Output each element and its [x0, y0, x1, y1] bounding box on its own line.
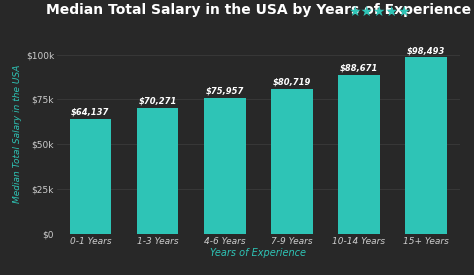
Text: $80,719: $80,719 — [273, 78, 311, 87]
Bar — [137, 108, 178, 234]
Bar — [405, 57, 447, 234]
X-axis label: Years of Experience: Years of Experience — [210, 248, 306, 258]
Y-axis label: Median Total Salary in the USA: Median Total Salary in the USA — [13, 64, 22, 203]
Title: Median Total Salary in the USA by Years of Experience: Median Total Salary in the USA by Years … — [46, 2, 471, 16]
Bar — [204, 98, 246, 234]
Text: $64,137: $64,137 — [71, 108, 109, 117]
Text: $98,493: $98,493 — [407, 46, 446, 55]
Bar — [338, 75, 380, 234]
Bar — [70, 119, 111, 234]
Bar — [271, 89, 313, 234]
Text: $88,671: $88,671 — [340, 64, 378, 73]
Text: ★★★★★: ★★★★★ — [348, 6, 410, 19]
Text: $70,271: $70,271 — [138, 97, 177, 106]
Text: $75,957: $75,957 — [206, 86, 244, 95]
